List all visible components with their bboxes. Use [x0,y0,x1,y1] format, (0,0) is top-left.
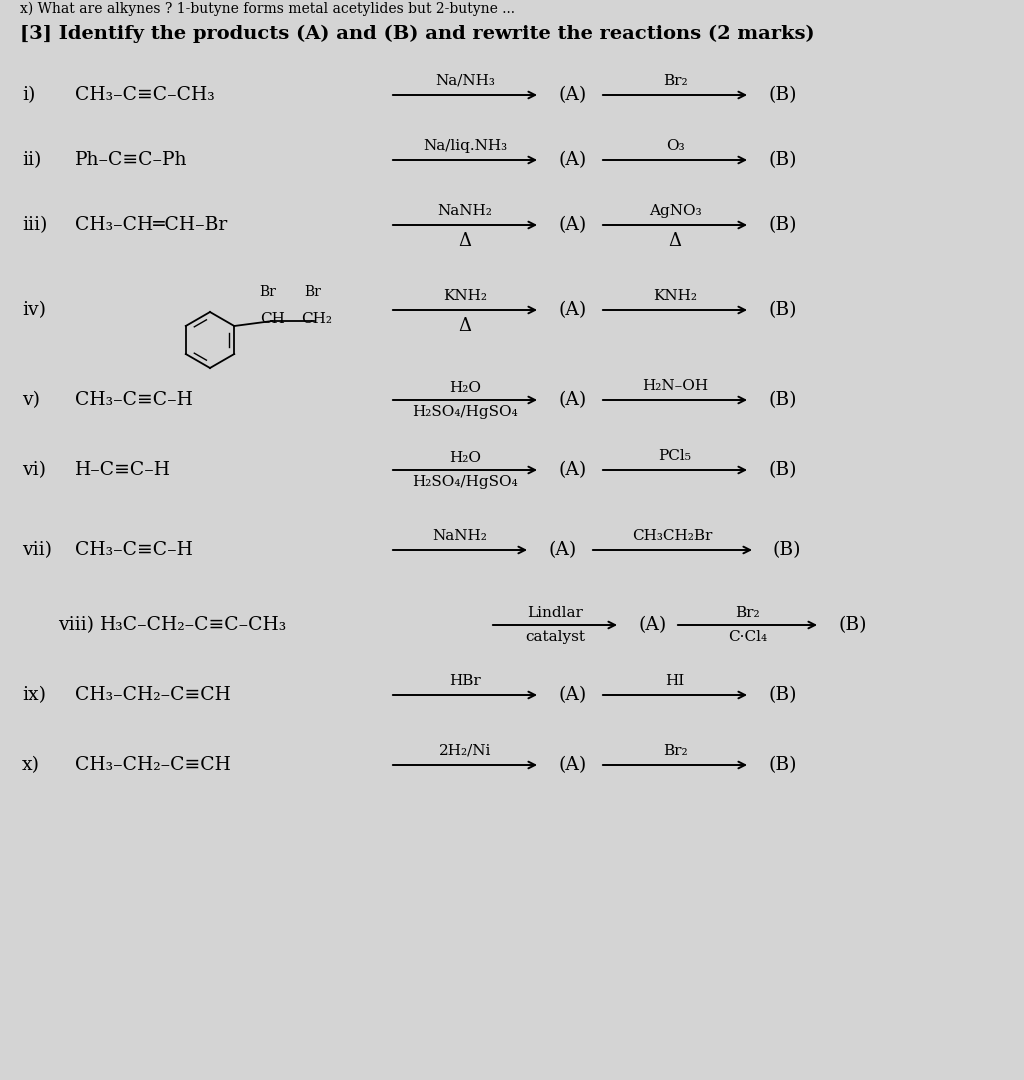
Text: (B): (B) [768,301,797,319]
Text: catalyst: catalyst [525,630,585,644]
Text: (A): (A) [558,756,587,774]
Text: CH₃–C≡C–H: CH₃–C≡C–H [75,391,193,409]
Text: (A): (A) [558,686,587,704]
Text: x): x) [22,756,40,774]
Text: PCl₅: PCl₅ [658,449,691,463]
Text: H₂O: H₂O [449,451,481,465]
Text: Δ: Δ [459,232,471,249]
Text: (B): (B) [768,756,797,774]
Text: H₂O: H₂O [449,381,481,395]
Text: i): i) [22,86,36,104]
Text: CH₃–CH₂–C≡CH: CH₃–CH₂–C≡CH [75,686,230,704]
Text: CH₃–C≡C–CH₃: CH₃–C≡C–CH₃ [75,86,215,104]
Text: HI: HI [666,674,685,688]
Text: v): v) [22,391,40,409]
Text: H₂SO₄/HgSO₄: H₂SO₄/HgSO₄ [412,405,518,419]
Text: CH₃–CH═CH–Br: CH₃–CH═CH–Br [75,216,227,234]
Text: Br: Br [259,285,275,299]
Text: (B): (B) [768,391,797,409]
Text: (A): (A) [558,391,587,409]
Text: viii): viii) [58,616,94,634]
Text: iv): iv) [22,301,46,319]
Text: vii): vii) [22,541,52,559]
Text: (B): (B) [773,541,802,559]
Text: CH₃CH₂Br: CH₃CH₂Br [632,529,713,543]
Text: C·Cl₄: C·Cl₄ [728,630,767,644]
Text: (A): (A) [558,461,587,480]
Text: Ph–C≡C–Ph: Ph–C≡C–Ph [75,151,187,168]
Text: (B): (B) [768,151,797,168]
Text: vi): vi) [22,461,46,480]
Text: Br₂: Br₂ [663,75,687,87]
Text: CH₃–CH₂–C≡CH: CH₃–CH₂–C≡CH [75,756,230,774]
Text: (B): (B) [768,686,797,704]
Text: Br₂: Br₂ [735,606,760,620]
Text: (A): (A) [558,86,587,104]
Text: (A): (A) [638,616,667,634]
Text: H₂N–OH: H₂N–OH [642,379,708,393]
Text: (B): (B) [838,616,866,634]
Text: KNH₂: KNH₂ [443,289,487,303]
Text: (A): (A) [558,301,587,319]
Text: x) What are alkynes ? 1-butyne forms metal acetylides but 2-butyne ...: x) What are alkynes ? 1-butyne forms met… [20,2,515,16]
Text: H₂SO₄/HgSO₄: H₂SO₄/HgSO₄ [412,475,518,489]
Text: Lindlar: Lindlar [527,606,583,620]
Text: KNH₂: KNH₂ [653,289,697,303]
Text: CH₂: CH₂ [301,312,332,326]
Text: Br: Br [304,285,321,299]
Text: Δ: Δ [669,232,682,249]
Text: (B): (B) [768,461,797,480]
Text: AgNO₃: AgNO₃ [648,204,701,218]
Text: (B): (B) [768,216,797,234]
Text: NaNH₂: NaNH₂ [432,529,487,543]
Text: (A): (A) [558,216,587,234]
Text: 2H₂/Ni: 2H₂/Ni [439,744,492,758]
Text: H–C≡C–H: H–C≡C–H [75,461,171,480]
Text: ii): ii) [22,151,41,168]
Text: NaNH₂: NaNH₂ [437,204,493,218]
Text: ix): ix) [22,686,46,704]
Text: Br₂: Br₂ [663,744,687,758]
Text: CH: CH [260,312,285,326]
Text: O₃: O₃ [666,139,684,153]
Text: (A): (A) [548,541,577,559]
Text: CH₃–C≡C–H: CH₃–C≡C–H [75,541,193,559]
Text: (B): (B) [768,86,797,104]
Text: iii): iii) [22,216,47,234]
Text: HBr: HBr [450,674,481,688]
Text: (A): (A) [558,151,587,168]
Text: Δ: Δ [459,318,471,335]
Text: H₃C–CH₂–C≡C–CH₃: H₃C–CH₂–C≡C–CH₃ [100,616,288,634]
Text: Na/NH₃: Na/NH₃ [435,75,495,87]
Text: Na/liq.NH₃: Na/liq.NH₃ [423,139,507,153]
Text: [3] Identify the products (A) and (B) and rewrite the reactions (2 marks): [3] Identify the products (A) and (B) an… [20,25,815,43]
